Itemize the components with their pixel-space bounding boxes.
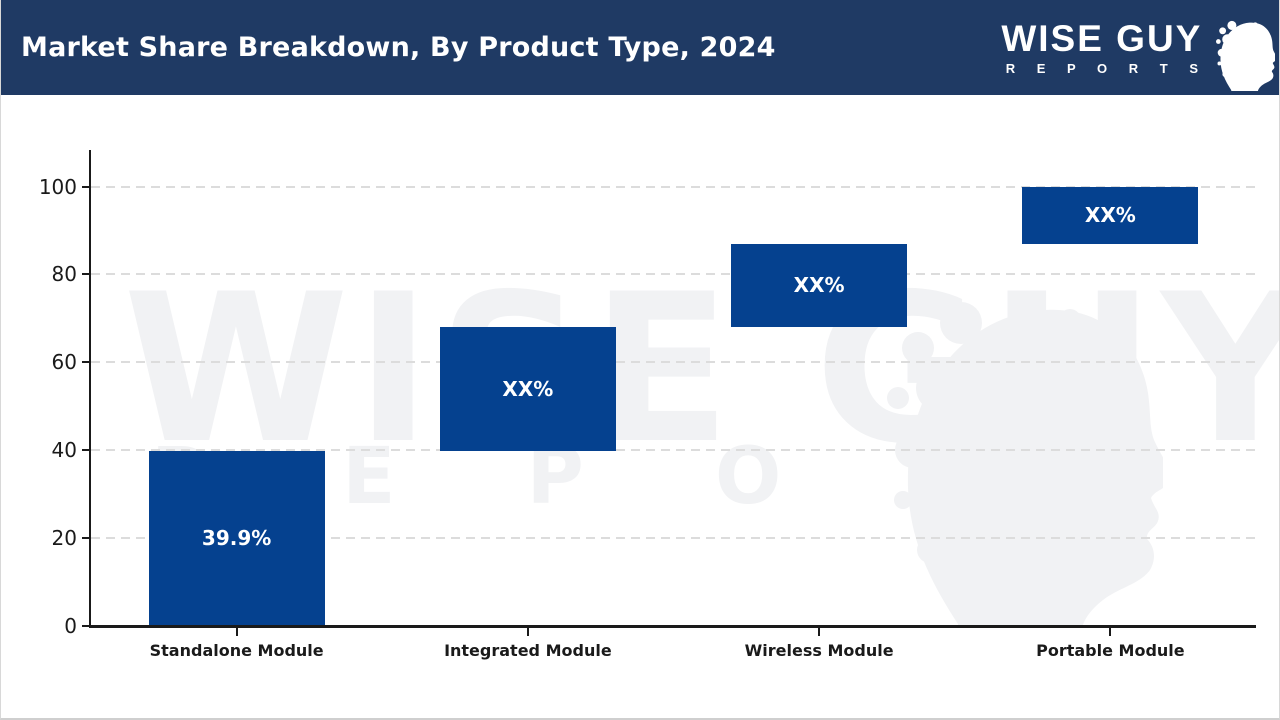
bar-integrated-module: XX%: [439, 327, 616, 451]
brand-name: WISE GUY: [1001, 18, 1203, 59]
chart-title: Market Share Breakdown, By Product Type,…: [21, 32, 776, 63]
gridline-100: [91, 185, 1256, 188]
gridline-40: [91, 449, 1256, 452]
y-tick-label-20: 20: [51, 526, 77, 551]
x-axis-line: [89, 625, 1256, 628]
gridline-20: [91, 537, 1256, 540]
y-tick-60: [82, 361, 90, 364]
x-tick-1: [526, 628, 529, 636]
header-banner: Market Share Breakdown, By Product Type,…: [1, 0, 1279, 95]
x-tick-label-3: Portable Module: [1036, 641, 1185, 660]
y-tick-label-100: 100: [38, 174, 77, 199]
y-tick-40: [82, 449, 90, 452]
x-tick-label-0: Standalone Module: [149, 641, 324, 660]
bar-value-label: 39.9%: [201, 526, 272, 551]
y-tick-label-40: 40: [51, 438, 77, 463]
brand-logo-text: WISE GUY R E P O R T S: [997, 20, 1207, 75]
bar-value-label: XX%: [502, 376, 554, 401]
gridline-80: [91, 273, 1256, 276]
bar-standalone-module: 39.9%: [148, 450, 325, 626]
x-tick-0: [235, 628, 238, 636]
y-tick-label-0: 0: [64, 614, 77, 638]
y-tick-label-80: 80: [51, 262, 77, 287]
y-tick-100: [82, 185, 90, 188]
x-tick-3: [1109, 628, 1112, 636]
bar-value-label: XX%: [1084, 203, 1136, 228]
bar-wireless-module: XX%: [731, 243, 908, 328]
x-tick-2: [818, 628, 821, 636]
y-axis-line: [89, 150, 91, 628]
brand-subname: R E P O R T S: [1005, 61, 1207, 76]
y-tick-label-60: 60: [51, 350, 77, 375]
bar-portable-module: XX%: [1022, 186, 1199, 244]
y-tick-80: [82, 273, 90, 276]
x-tick-label-2: Wireless Module: [744, 641, 894, 660]
brand-head-icon: [1215, 20, 1275, 91]
y-tick-20: [82, 537, 90, 540]
bar-value-label: XX%: [793, 273, 845, 298]
x-tick-label-1: Integrated Module: [444, 641, 612, 660]
brand-logo: WISE GUY R E P O R T S: [997, 0, 1275, 95]
y-tick-0: [82, 625, 90, 627]
gridline-60: [91, 361, 1256, 364]
